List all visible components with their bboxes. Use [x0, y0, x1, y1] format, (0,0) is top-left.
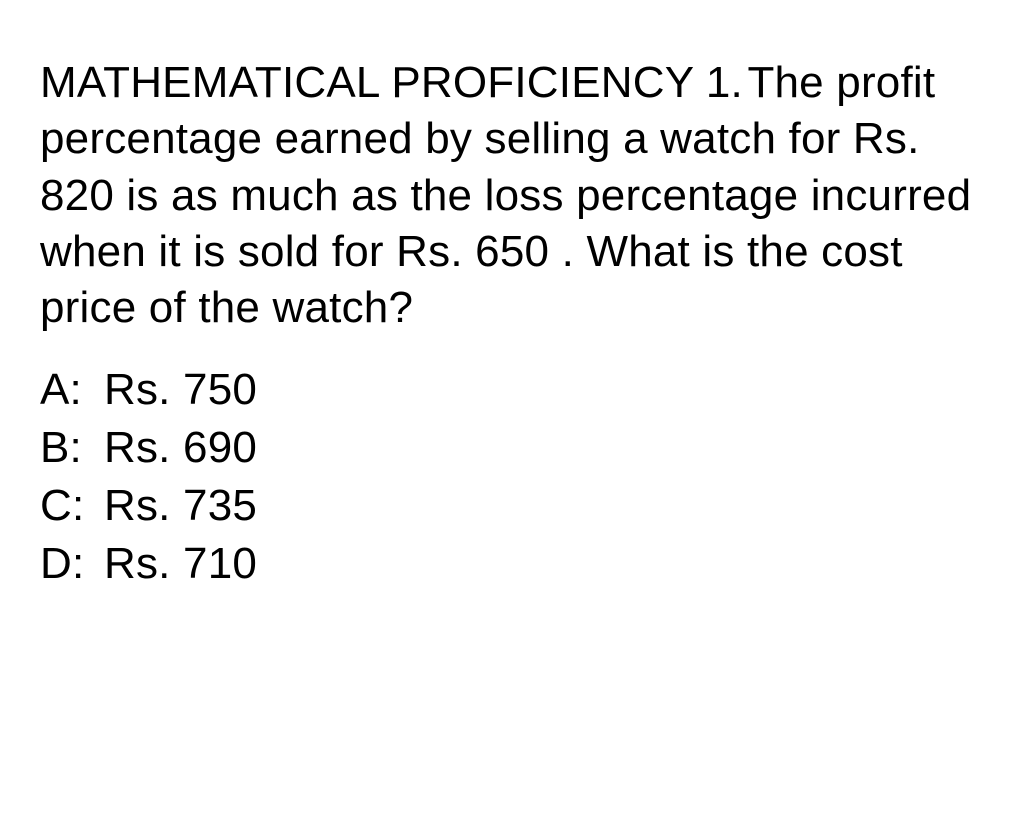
- option-letter: D:: [40, 535, 104, 593]
- option-letter: C:: [40, 477, 104, 535]
- option-d: D: Rs. 710: [40, 535, 984, 593]
- option-a: A: Rs. 750: [40, 361, 984, 419]
- option-letter: B:: [40, 419, 104, 477]
- question-block: MATHEMATICAL PROFICIENCY 1. The profit p…: [40, 55, 984, 337]
- option-value: Rs. 690: [104, 419, 984, 477]
- option-value: Rs. 710: [104, 535, 984, 593]
- option-letter: A:: [40, 361, 104, 419]
- option-b: B: Rs. 690: [40, 419, 984, 477]
- options-list: A: Rs. 750 B: Rs. 690 C: Rs. 735 D: Rs. …: [40, 361, 984, 593]
- option-value: Rs. 750: [104, 361, 984, 419]
- option-c: C: Rs. 735: [40, 477, 984, 535]
- option-value: Rs. 735: [104, 477, 984, 535]
- question-heading: MATHEMATICAL PROFICIENCY 1.: [40, 58, 743, 107]
